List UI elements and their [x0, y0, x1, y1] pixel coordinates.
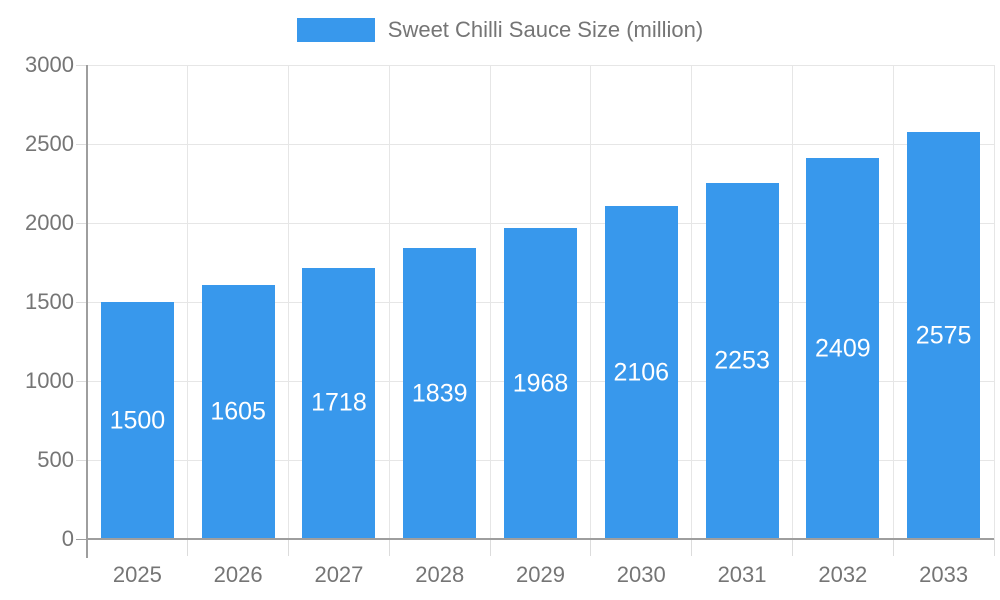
- y-axis-line: [86, 65, 88, 558]
- x-axis-label: 2028: [415, 562, 465, 587]
- x-axis-label: 2031: [717, 562, 767, 587]
- legend[interactable]: Sweet Chilli Sauce Size (million): [0, 17, 1000, 43]
- x-axis-tick: [388, 539, 390, 556]
- y-axis-tick: [76, 538, 87, 540]
- bar-2031[interactable]: 2253: [705, 183, 779, 539]
- bar-2026[interactable]: 1605: [201, 285, 275, 539]
- bar-value-label: 1968: [512, 369, 569, 398]
- gridline-vertical: [288, 65, 290, 539]
- x-axis-tick: [590, 539, 592, 556]
- x-axis-tick: [691, 539, 693, 556]
- x-axis-tick: [489, 539, 491, 556]
- x-axis-label: 2030: [616, 562, 666, 587]
- x-axis-label: 2032: [818, 562, 868, 587]
- x-axis-label: 2027: [314, 562, 364, 587]
- bar-value-label: 2409: [815, 334, 871, 363]
- x-axis-line: [86, 538, 994, 540]
- x-axis-label: 2029: [516, 562, 565, 587]
- bar-2025[interactable]: 1500: [100, 302, 174, 539]
- bar-value-label: 2253: [714, 346, 770, 375]
- bar-value-label: 2575: [915, 321, 972, 350]
- gridline-vertical: [590, 65, 592, 539]
- y-axis-label: 500: [37, 447, 74, 472]
- bar-2027[interactable]: 1718: [302, 267, 376, 539]
- gridline-vertical: [691, 65, 693, 539]
- legend-swatch-icon: [296, 18, 375, 42]
- x-axis-tick: [288, 539, 290, 556]
- y-axis-label: 0: [61, 526, 74, 551]
- gridline-vertical: [892, 65, 894, 539]
- y-axis-tick: [76, 64, 87, 66]
- bar-value-label: 1718: [311, 388, 367, 417]
- x-axis-label: 2025: [112, 562, 162, 587]
- y-axis-label: 1500: [25, 289, 74, 314]
- gridline-vertical: [187, 65, 189, 539]
- y-axis-label: 2500: [25, 131, 74, 156]
- x-axis-tick: [993, 539, 995, 556]
- x-axis-tick: [791, 539, 793, 556]
- y-axis-label: 2000: [25, 210, 74, 235]
- y-axis-tick: [76, 143, 87, 145]
- x-axis-tick: [892, 539, 894, 556]
- bar-value-label: 1839: [411, 379, 468, 408]
- gridline-horizontal: [87, 64, 994, 66]
- bar-value-label: 1605: [210, 397, 266, 426]
- gridline-vertical: [489, 65, 491, 539]
- bar-2029[interactable]: 1968: [504, 228, 577, 539]
- bar-2032[interactable]: 2409: [806, 158, 880, 539]
- bar-2030[interactable]: 2106: [604, 206, 678, 539]
- y-axis-label: 1000: [25, 368, 74, 393]
- y-axis-tick: [76, 459, 87, 461]
- y-axis-tick: [76, 222, 87, 224]
- x-axis-label: 2033: [919, 562, 969, 587]
- bar-value-label: 2106: [613, 358, 670, 387]
- y-axis-tick: [76, 301, 87, 303]
- bar-value-label: 1500: [109, 406, 166, 434]
- gridline-horizontal: [87, 222, 994, 224]
- bar-2033[interactable]: 2575: [907, 132, 981, 539]
- y-axis-label: 3000: [25, 52, 74, 77]
- x-axis-tick: [187, 539, 189, 556]
- gridline-vertical: [388, 65, 390, 539]
- legend-label: Sweet Chilli Sauce Size (million): [387, 17, 704, 42]
- gridline-vertical: [791, 65, 793, 539]
- y-axis-tick: [76, 380, 87, 382]
- bar-2028[interactable]: 1839: [403, 248, 477, 539]
- x-axis-label: 2026: [213, 562, 263, 587]
- gridline-horizontal: [87, 143, 994, 145]
- gridline-vertical: [993, 65, 995, 539]
